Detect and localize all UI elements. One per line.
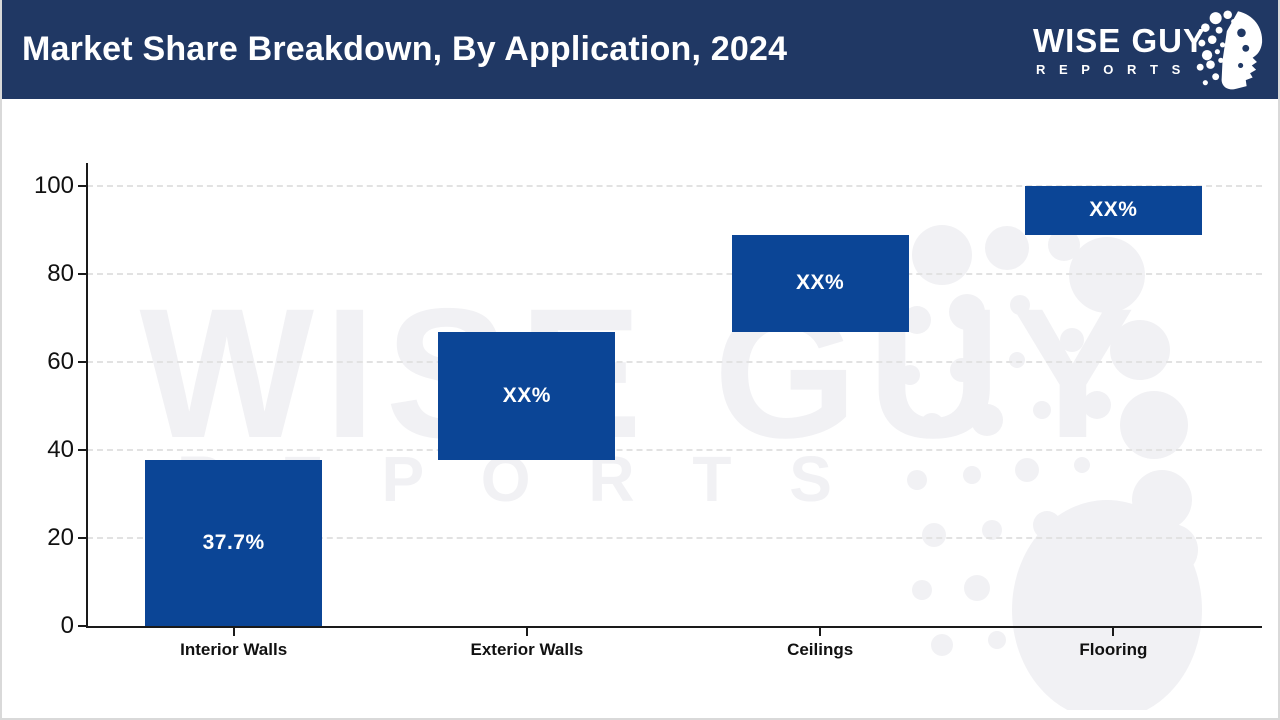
y-tick-label: 80 xyxy=(47,260,74,287)
gridline xyxy=(87,273,1262,275)
logo-subtitle: R E P O R T S xyxy=(1035,62,1186,77)
watermark-face-dots xyxy=(900,225,1202,710)
y-tick xyxy=(78,449,86,451)
bar-exterior-walls: XX% xyxy=(438,331,616,461)
bar-flooring: XX% xyxy=(1024,186,1202,235)
x-tick-label: Exterior Walls xyxy=(470,640,584,659)
x-tick xyxy=(525,628,528,636)
bar-label: 37.7% xyxy=(202,531,265,555)
waterfall-chart: 0 20 40 60 80 100 37.7% Interior Walls XX% Exteri… xyxy=(2,99,1278,718)
x-tick-label: Interior Walls xyxy=(180,640,288,659)
y-tick-label: 60 xyxy=(47,348,74,375)
gridline xyxy=(87,537,1262,539)
logo-text: WISE GUY R E P O R T S xyxy=(1032,22,1206,78)
bar-ceilings: XX% xyxy=(731,234,909,332)
header: Market Share Breakdown, By Application, … xyxy=(2,0,1278,99)
y-tick-label: 20 xyxy=(47,524,74,551)
y-tick xyxy=(78,625,86,627)
bar-interior-walls: 37.7% xyxy=(145,460,323,626)
x-tick xyxy=(819,628,822,636)
logo-face-icon xyxy=(1196,10,1263,90)
bar-label: XX% xyxy=(502,383,551,407)
y-tick-label: 40 xyxy=(47,436,74,463)
bar-label: XX% xyxy=(796,271,845,295)
y-tick-label: 100 xyxy=(33,172,74,199)
y-tick xyxy=(78,273,86,275)
y-tick xyxy=(78,361,86,363)
y-tick xyxy=(78,537,86,539)
x-tick xyxy=(232,628,235,636)
x-axis xyxy=(86,626,1262,628)
gridline xyxy=(87,449,1262,451)
gridline xyxy=(87,361,1262,363)
y-tick-label: 0 xyxy=(60,612,74,639)
y-tick xyxy=(78,185,86,187)
x-tick-label: Ceilings xyxy=(787,640,854,659)
gridline xyxy=(87,185,1262,187)
bar-label: XX% xyxy=(1089,198,1138,222)
y-axis xyxy=(86,163,88,628)
wiseguy-logo: WISE GUY R E P O R T S xyxy=(1033,7,1272,93)
x-tick xyxy=(1112,628,1115,636)
logo-wordmark: WISE GUY xyxy=(1032,22,1206,59)
page-title: Market Share Breakdown, By Application, … xyxy=(22,30,788,68)
x-tick-label: Flooring xyxy=(1079,640,1148,659)
